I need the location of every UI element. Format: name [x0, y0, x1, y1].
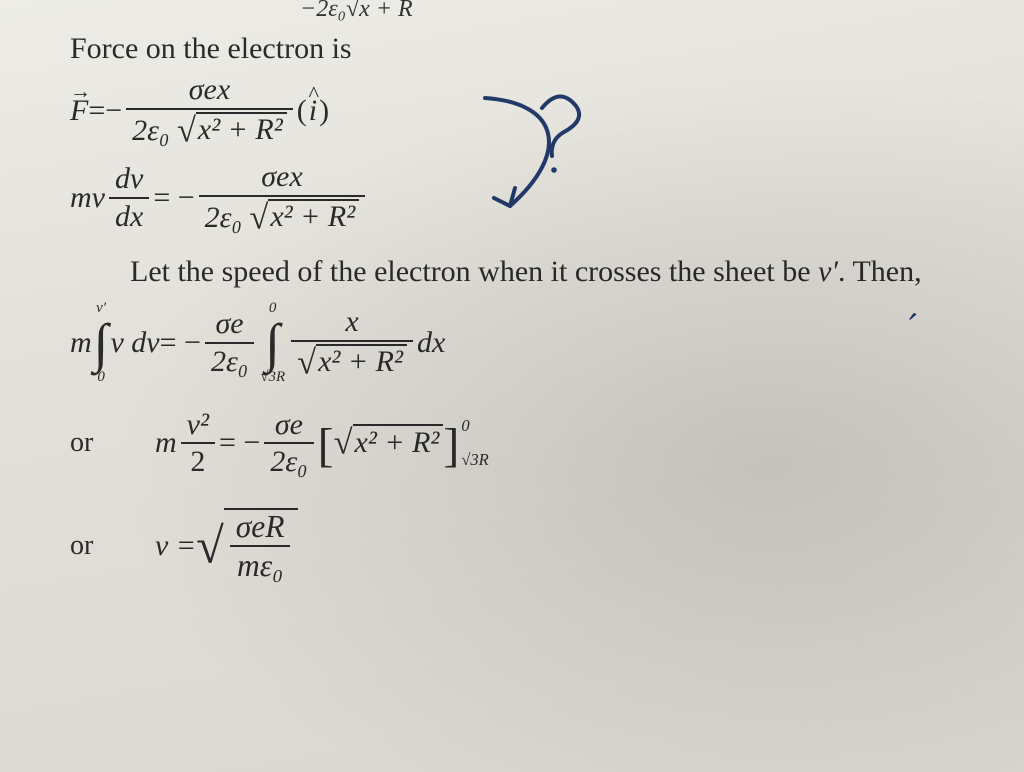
eq3-rhs-rad: x² + R²: [316, 344, 407, 380]
paragraph-speed: Let the speed of the electron when it cr…: [70, 252, 984, 293]
eq4-coef-den: 2ε₀: [264, 446, 313, 478]
equation-mvdvdx: mv dv dx = − σex 2ε₀ √x² + R²: [70, 161, 984, 234]
eq4-rad: x² + R²: [353, 424, 444, 462]
eq3-rhs-num: x: [339, 306, 364, 338]
eq5-rand: σeR mε₀: [224, 508, 299, 584]
eq4-sqrt: √x² + R²: [334, 424, 444, 462]
eq4-rbracket: ]: [443, 422, 459, 470]
eq5-rad-den: mε₀: [231, 549, 289, 582]
eq4-limits: 0 √3R: [461, 418, 488, 469]
eq4-coef: σe 2ε₀: [264, 409, 313, 478]
eq4-2: 2: [184, 446, 211, 478]
para2-b: . Then,: [838, 255, 922, 288]
cutoff-text: −2ε₀√x + R: [300, 0, 413, 22]
equation-or1: or m v² 2 = − σe 2ε₀ [ √x² + R² ] 0 √3R: [70, 409, 984, 478]
eq2-den-pre: 2ε₀: [205, 201, 242, 234]
eq4-v22: v² 2: [181, 409, 215, 478]
eq3-sqrt: √x² + R²: [297, 344, 407, 380]
eq4-eq: = −: [219, 426, 260, 460]
eq5-frac: σeR mε₀: [230, 510, 291, 582]
intro-line: Force on the electron is: [70, 32, 984, 66]
eq3-coef: σe 2ε₀: [205, 308, 254, 377]
vector-F: F: [70, 94, 88, 128]
eq2-den: 2ε₀ √x² + R²: [199, 199, 366, 235]
i-hat: i: [307, 94, 319, 128]
eq4-or: or: [70, 427, 125, 459]
eq2-mv: mv: [70, 181, 105, 215]
eq4-m: m: [155, 426, 177, 460]
eq2-fraction: σex 2ε₀ √x² + R²: [199, 161, 366, 234]
eq4-v2: v²: [181, 409, 215, 441]
eq5-or: or: [70, 530, 125, 562]
page: −2ε₀√x + R Force on the electron is F = …: [0, 0, 1024, 772]
eq1-sqrt: √x² + R²: [177, 112, 287, 148]
eq2-rad: x² + R²: [268, 199, 359, 235]
eq2-eq: = −: [153, 181, 194, 215]
eq2-dvdx: dv dx: [109, 163, 149, 232]
eq1-fraction: σex 2ε₀ √x² + R²: [126, 74, 293, 147]
equation-force: F = − σex 2ε₀ √x² + R² (i): [70, 74, 984, 147]
eq1-den-pre: 2ε₀: [132, 114, 169, 147]
eq3-coef-num: σe: [210, 308, 250, 340]
eq3-int1-lo: 0: [97, 370, 105, 385]
para2-a: Let the speed of the electron when it cr…: [130, 255, 818, 288]
eq3-eq: = −: [160, 326, 201, 360]
eq3-int1: v′ ∫ 0: [94, 301, 109, 385]
eq5-lhs: v =: [155, 529, 196, 563]
eq1-num: σex: [183, 74, 236, 106]
eq2-dv: dv: [109, 163, 149, 195]
eq5-rad-num: σeR: [230, 510, 291, 543]
eq3-coef-den: 2ε₀: [205, 346, 254, 378]
eq4-lbracket: [: [318, 422, 334, 470]
eq3-frac2: x √x² + R²: [291, 306, 413, 379]
eq3-vdv: v dv: [110, 326, 159, 360]
eq2-num: σex: [255, 161, 308, 193]
eq3-int2: 0 ∫ √3R: [260, 301, 285, 385]
eq4-coef-num: σe: [269, 409, 309, 441]
equation-integral: m v′ ∫ 0 v dv = − σe 2ε₀ 0 ∫ √3R x √x² +…: [70, 301, 984, 385]
eq5-sqrt: √ σeR mε₀: [196, 508, 298, 584]
para2-v: v′: [818, 255, 838, 288]
cutoff-equation: −2ε₀√x + R: [300, 0, 413, 24]
eq1-rad: x² + R²: [196, 112, 287, 148]
eq1-den: 2ε₀ √x² + R²: [126, 112, 293, 148]
eq3-rhs-den: √x² + R²: [291, 344, 413, 380]
eq3-m: m: [70, 326, 92, 360]
eq4-lim-up: 0: [461, 418, 488, 435]
equation-or2: or v = √ σeR mε₀: [70, 508, 984, 584]
eq2-dx: dx: [109, 201, 149, 233]
eq1-neg: −: [105, 94, 122, 128]
eq3-dx: dx: [417, 326, 445, 360]
eq3-int2-lo: √3R: [260, 370, 285, 385]
eq2-sqrt: √x² + R²: [249, 199, 359, 235]
eq4-lim-lo: √3R: [461, 452, 488, 469]
eq1-unit: (i): [297, 94, 329, 128]
